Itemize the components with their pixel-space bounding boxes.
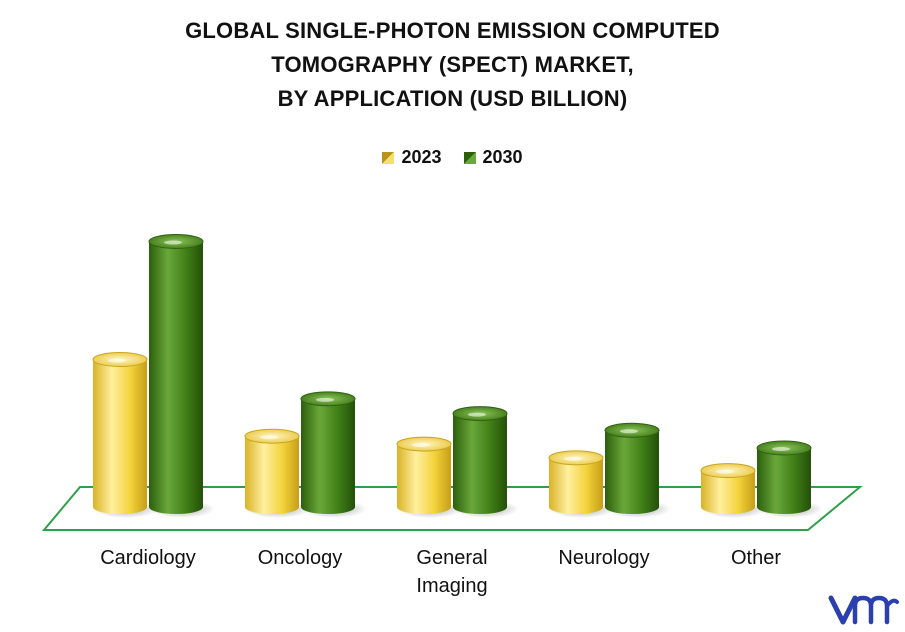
category-label-oncology: Oncology — [220, 544, 380, 572]
bar-highlight — [412, 443, 430, 448]
legend-item-2030: 2030 — [463, 147, 523, 168]
chart-title-line-3: BY APPLICATION (USD BILLION) — [277, 86, 628, 111]
bar-highlight — [164, 240, 182, 245]
category-label-neurology: Neurology — [524, 544, 684, 572]
bar-highlight — [620, 429, 638, 434]
bar-oncology-2030 — [300, 391, 367, 518]
category-label-other: Other — [676, 544, 836, 572]
legend-swatch-2030 — [463, 151, 476, 164]
category-label-line: General — [416, 547, 488, 569]
legend-swatch-2023 — [382, 151, 395, 164]
bar-body — [93, 359, 147, 514]
bar-body — [605, 430, 659, 514]
category-label-general-imaging: General Imaging — [372, 544, 532, 600]
bar-highlight — [772, 447, 790, 451]
bar-body — [757, 448, 811, 514]
bar-highlight — [108, 358, 126, 363]
legend-label-2030: 2030 — [482, 147, 523, 167]
category-label-line: Cardiology — [100, 547, 196, 569]
bar-other-2023 — [700, 463, 767, 518]
bar-body — [549, 457, 603, 514]
bar-cardiology-2023 — [92, 352, 159, 518]
bar-body — [301, 398, 355, 514]
bar-general-imaging-2023 — [396, 436, 463, 518]
bar-body — [453, 413, 507, 514]
bar-highlight — [564, 456, 582, 461]
bar-body — [701, 470, 755, 514]
bar-oncology-2023 — [244, 428, 311, 518]
bars-group — [92, 234, 823, 518]
chart-title-line-2: TOMOGRAPHY (SPECT) MARKET, — [271, 52, 634, 77]
legend-item-2023: 2023 — [382, 147, 442, 168]
category-label-line: Imaging — [416, 575, 488, 597]
bar-highlight — [260, 435, 278, 440]
bar-neurology-2030 — [604, 422, 671, 518]
bar-highlight — [316, 397, 334, 402]
bar-body — [149, 241, 203, 514]
category-label-cardiology: Cardiology — [68, 544, 228, 572]
category-label-line: Other — [730, 547, 782, 569]
chart-title-line-1: GLOBAL SINGLE-PHOTON EMISSION COMPUTED — [185, 18, 720, 43]
bar-highlight — [468, 412, 486, 417]
category-label-line: Neurology — [558, 547, 650, 569]
category-label-line: Oncology — [257, 547, 343, 569]
legend-label-2023: 2023 — [401, 147, 442, 167]
brand-logo-icon — [828, 595, 899, 625]
bar-body — [245, 436, 299, 514]
bar-other-2030 — [756, 440, 823, 518]
legend: 2023 2030 — [0, 147, 905, 168]
bar-cardiology-2030 — [148, 234, 215, 518]
bar-highlight — [716, 469, 734, 474]
bar-general-imaging-2030 — [452, 406, 519, 518]
bar-neurology-2023 — [548, 450, 615, 518]
chart-title: GLOBAL SINGLE-PHOTON EMISSION COMPUTED T… — [0, 14, 905, 116]
bar-body — [397, 444, 451, 514]
